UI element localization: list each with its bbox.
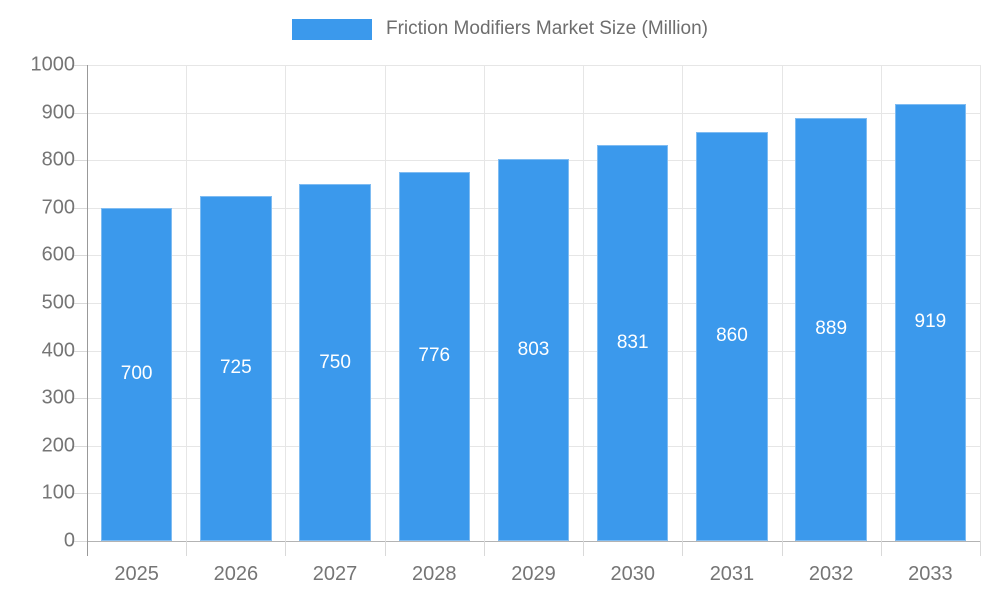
y-axis-label: 500	[41, 291, 75, 314]
y-axis-tick	[72, 112, 87, 114]
y-axis-tick	[72, 398, 87, 400]
x-gridline	[483, 65, 485, 541]
x-axis-label: 2029	[511, 563, 556, 585]
bar[interactable]	[795, 117, 867, 541]
x-gridline	[880, 65, 882, 541]
y-axis-label: 400	[41, 339, 75, 362]
x-axis-label: 2030	[610, 563, 655, 585]
bar[interactable]	[100, 207, 173, 541]
x-axis-label: 2031	[709, 563, 755, 585]
x-axis-tick	[285, 541, 287, 556]
x-axis-tick	[980, 541, 981, 556]
x-axis-label: 2032	[808, 563, 854, 585]
bar-value-label: 889	[815, 318, 848, 340]
y-axis-label: 300	[41, 386, 75, 409]
bar-value-label: 750	[319, 351, 351, 373]
x-axis-label: 2026	[213, 563, 259, 585]
y-axis-label: 900	[41, 101, 75, 124]
x-axis-label: 2028	[412, 563, 457, 585]
y-axis-label: 800	[41, 148, 75, 171]
x-gridline	[186, 65, 188, 541]
x-axis-tick	[186, 541, 188, 556]
legend-swatch	[291, 18, 372, 40]
x-gridline	[980, 65, 981, 541]
y-axis-tick	[72, 541, 87, 542]
bar-value-label: 831	[616, 332, 649, 354]
bar[interactable]	[398, 171, 470, 541]
bar-value-label: 776	[418, 345, 451, 367]
x-axis-label: 2027	[312, 563, 358, 585]
x-axis-tick	[483, 541, 485, 556]
x-axis-tick	[682, 541, 684, 556]
y-axis-label: 100	[41, 481, 75, 504]
y-axis-tick	[72, 65, 87, 66]
x-gridline	[285, 65, 287, 541]
legend-item[interactable]: Friction Modifiers Market Size (Million)	[0, 18, 1000, 40]
bar-value-label: 919	[914, 311, 947, 333]
x-axis-label: 2025	[114, 563, 159, 585]
y-gridline	[87, 65, 980, 66]
x-axis-tick	[781, 541, 783, 556]
y-axis-tick	[72, 493, 87, 495]
x-axis-tick	[880, 541, 882, 556]
bar-value-label: 700	[120, 363, 153, 385]
bar-value-label: 725	[219, 357, 252, 379]
x-gridline	[384, 65, 386, 541]
x-axis-label: 2033	[908, 563, 953, 585]
bar[interactable]	[497, 158, 570, 541]
bar[interactable]	[597, 145, 669, 541]
y-gridline	[87, 541, 980, 542]
bar-value-label: 803	[517, 338, 550, 360]
bar[interactable]	[299, 184, 371, 541]
x-gridline	[583, 65, 585, 541]
bar[interactable]	[696, 131, 768, 541]
y-axis-label: 600	[41, 243, 75, 266]
x-gridline	[781, 65, 783, 541]
y-axis-label: 700	[41, 196, 75, 219]
bar[interactable]	[200, 195, 272, 541]
y-axis-label: 0	[63, 529, 75, 552]
y-axis-tick	[72, 303, 87, 304]
x-axis-tick	[583, 541, 585, 556]
legend-label: Friction Modifiers Market Size (Million)	[385, 18, 708, 39]
y-gridline	[87, 112, 980, 114]
y-axis-tick	[72, 350, 87, 352]
y-axis-line	[87, 65, 88, 556]
x-axis-tick	[384, 541, 386, 556]
y-axis-tick	[72, 255, 87, 257]
bar[interactable]	[894, 103, 967, 541]
y-axis-tick	[72, 160, 87, 162]
y-axis-tick	[72, 445, 87, 447]
y-axis-label: 1000	[30, 53, 76, 76]
x-gridline	[682, 65, 684, 541]
y-axis-tick	[72, 207, 87, 209]
y-axis-label: 200	[41, 434, 75, 457]
bar-value-label: 860	[716, 325, 748, 347]
